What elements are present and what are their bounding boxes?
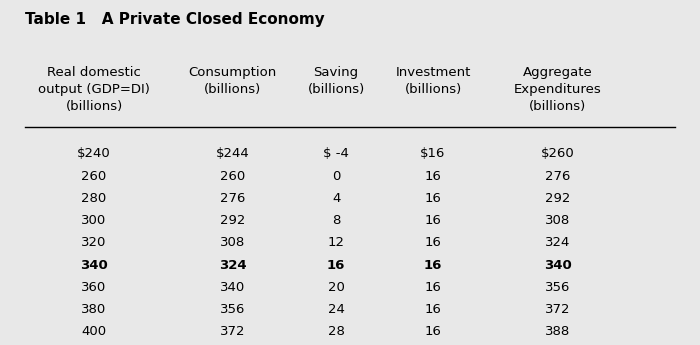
Text: 300: 300 bbox=[81, 214, 106, 227]
Text: 340: 340 bbox=[220, 281, 245, 294]
Text: Investment
(billions): Investment (billions) bbox=[395, 66, 470, 96]
Text: 356: 356 bbox=[220, 303, 245, 316]
Text: 324: 324 bbox=[218, 258, 246, 272]
Text: 292: 292 bbox=[220, 214, 245, 227]
Text: 292: 292 bbox=[545, 192, 570, 205]
Text: 372: 372 bbox=[545, 303, 570, 316]
Text: 16: 16 bbox=[424, 258, 442, 272]
Text: $ -4: $ -4 bbox=[323, 147, 349, 160]
Text: Table 1   A Private Closed Economy: Table 1 A Private Closed Economy bbox=[25, 12, 325, 27]
Text: 16: 16 bbox=[425, 281, 442, 294]
Text: 16: 16 bbox=[425, 192, 442, 205]
Text: 308: 308 bbox=[545, 214, 570, 227]
Text: $240: $240 bbox=[77, 147, 111, 160]
Text: 308: 308 bbox=[220, 236, 245, 249]
Text: Saving
(billions): Saving (billions) bbox=[307, 66, 365, 96]
Text: 20: 20 bbox=[328, 281, 344, 294]
Text: 276: 276 bbox=[545, 170, 570, 183]
Text: 356: 356 bbox=[545, 281, 570, 294]
Text: Consumption
(billions): Consumption (billions) bbox=[188, 66, 276, 96]
Text: 16: 16 bbox=[327, 258, 345, 272]
Text: Real domestic
output (GDP=DI)
(billions): Real domestic output (GDP=DI) (billions) bbox=[38, 66, 150, 112]
Text: Aggregate
Expenditures
(billions): Aggregate Expenditures (billions) bbox=[514, 66, 601, 112]
Text: $16: $16 bbox=[420, 147, 446, 160]
Text: 260: 260 bbox=[220, 170, 245, 183]
Text: 388: 388 bbox=[545, 325, 570, 338]
Text: 320: 320 bbox=[81, 236, 107, 249]
Text: $244: $244 bbox=[216, 147, 249, 160]
Text: 28: 28 bbox=[328, 325, 344, 338]
Text: 324: 324 bbox=[545, 236, 570, 249]
Text: 16: 16 bbox=[425, 325, 442, 338]
Text: $260: $260 bbox=[540, 147, 575, 160]
Text: 16: 16 bbox=[425, 170, 442, 183]
Text: 12: 12 bbox=[328, 236, 344, 249]
Text: 340: 340 bbox=[80, 258, 108, 272]
Text: 372: 372 bbox=[220, 325, 245, 338]
Text: 360: 360 bbox=[81, 281, 106, 294]
Text: 276: 276 bbox=[220, 192, 245, 205]
Text: 16: 16 bbox=[425, 303, 442, 316]
Text: 280: 280 bbox=[81, 192, 106, 205]
Text: 400: 400 bbox=[81, 325, 106, 338]
Text: 340: 340 bbox=[544, 258, 571, 272]
Text: 380: 380 bbox=[81, 303, 106, 316]
Text: 4: 4 bbox=[332, 192, 340, 205]
Text: 16: 16 bbox=[425, 236, 442, 249]
Text: 260: 260 bbox=[81, 170, 106, 183]
Text: 8: 8 bbox=[332, 214, 340, 227]
Text: 16: 16 bbox=[425, 214, 442, 227]
Text: 0: 0 bbox=[332, 170, 340, 183]
Text: 24: 24 bbox=[328, 303, 344, 316]
